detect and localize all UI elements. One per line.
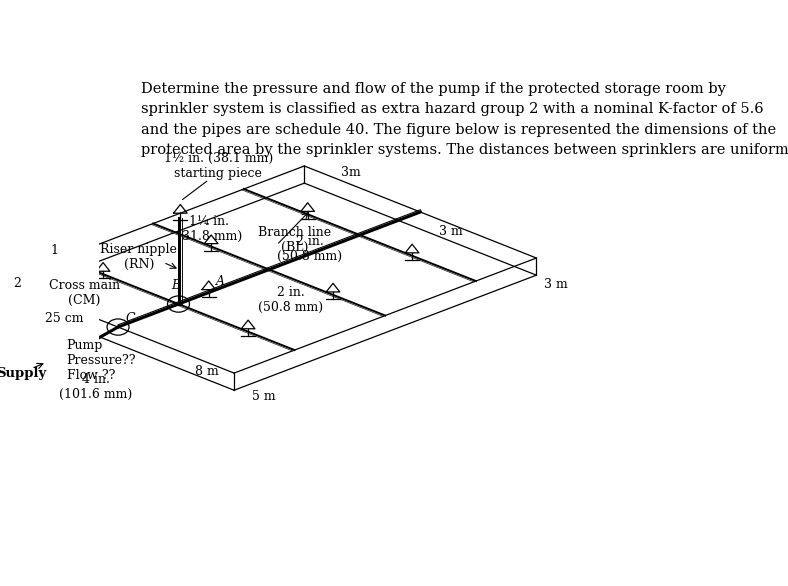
Text: Riser nipple
(RN): Riser nipple (RN) xyxy=(100,243,177,271)
Text: Pump
Pressure??
Flow ??: Pump Pressure?? Flow ?? xyxy=(67,339,136,381)
Text: 5 m: 5 m xyxy=(252,390,276,403)
Text: 8 m: 8 m xyxy=(195,365,219,378)
Text: 3m: 3m xyxy=(340,166,360,179)
Text: 2: 2 xyxy=(13,277,21,290)
Text: Determine the pressure and flow of the pump if the protected storage room by
spr: Determine the pressure and flow of the p… xyxy=(141,81,788,158)
Text: 2 in.
(50.8 mm): 2 in. (50.8 mm) xyxy=(277,235,342,263)
Text: 1¼ in.
(31.8 mm): 1¼ in. (31.8 mm) xyxy=(177,215,242,243)
Text: 25 cm: 25 cm xyxy=(45,312,84,325)
Text: Branch line
(BL): Branch line (BL) xyxy=(258,226,332,254)
Text: C: C xyxy=(125,312,135,325)
Text: 4 in.
(101.6 mm): 4 in. (101.6 mm) xyxy=(59,373,132,401)
Text: 2 in.
(50.8 mm): 2 in. (50.8 mm) xyxy=(258,287,323,314)
Text: A: A xyxy=(217,275,225,288)
Text: B: B xyxy=(171,280,180,292)
Text: 3 m: 3 m xyxy=(544,278,567,291)
Text: Supply: Supply xyxy=(0,367,46,380)
Text: 1½ in. (38.1 mm)
starting piece: 1½ in. (38.1 mm) starting piece xyxy=(164,152,273,180)
Text: 1: 1 xyxy=(50,244,58,257)
Text: 3 m: 3 m xyxy=(439,225,463,238)
Text: Cross main
(CM): Cross main (CM) xyxy=(49,279,120,307)
